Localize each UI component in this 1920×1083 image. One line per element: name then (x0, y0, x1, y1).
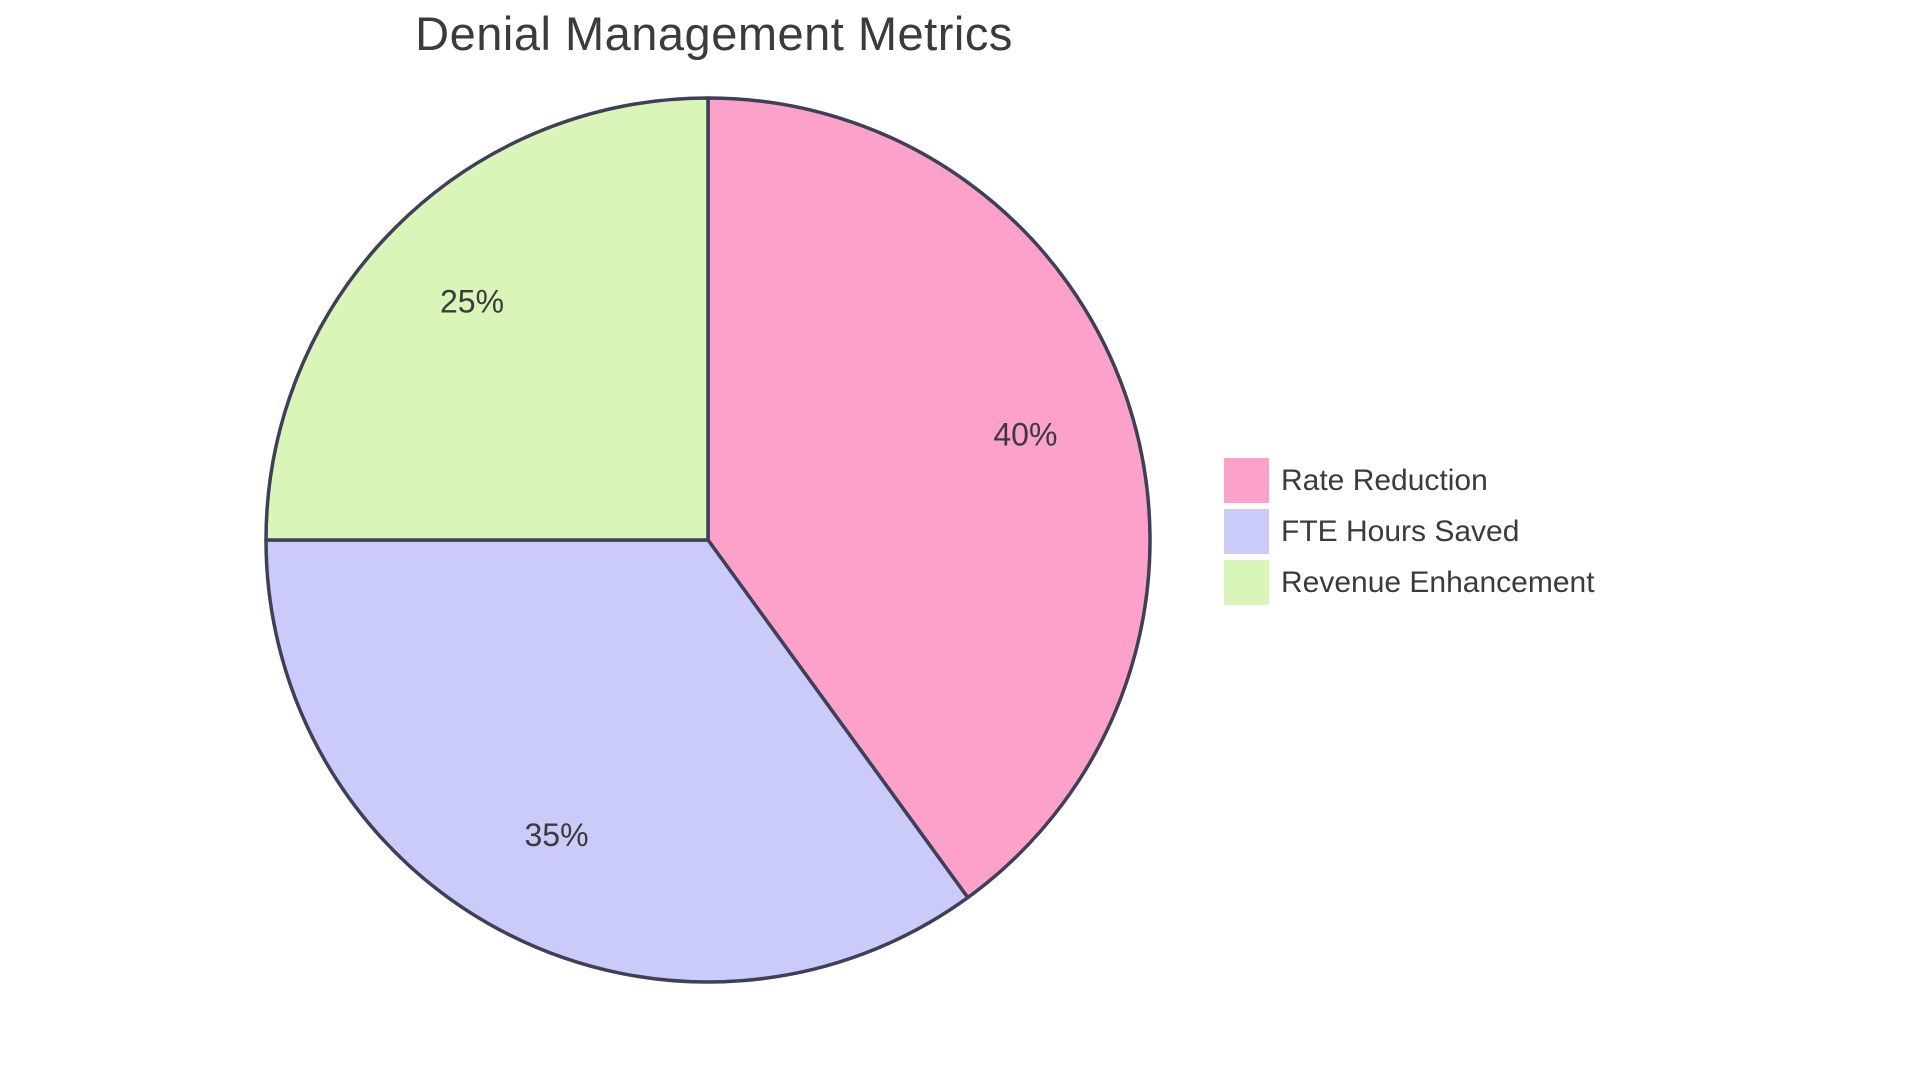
legend: Rate Reduction FTE Hours Saved Revenue Enh… (1224, 458, 1595, 611)
legend-item-revenue-enhancement: Revenue Enhancement (1224, 560, 1595, 605)
legend-swatch-revenue-enhancement (1224, 560, 1269, 605)
slice-pct-label-revenue-enhancement: 25% (440, 283, 504, 319)
pie-slice-fte-hours-saved (264, 538, 970, 984)
slice-pct-label-fte-hours-saved: 35% (524, 817, 588, 853)
slice-pct-label-rate-reduction: 40% (993, 416, 1057, 452)
chart-title: Denial Management Metrics (415, 7, 1013, 60)
pie-slices (264, 96, 1152, 984)
legend-swatch-fte-hours-saved (1224, 509, 1269, 554)
legend-label-revenue-enhancement: Revenue Enhancement (1281, 565, 1595, 599)
pie-slice-rate-reduction (706, 96, 1152, 900)
legend-label-fte-hours-saved: FTE Hours Saved (1281, 514, 1520, 548)
pie-slice-revenue-enhancement (264, 96, 710, 542)
legend-label-rate-reduction: Rate Reduction (1281, 463, 1488, 497)
pie-slice-labels: 40% 35% 25% (440, 283, 1057, 852)
legend-item-rate-reduction: Rate Reduction (1224, 458, 1595, 503)
legend-swatch-rate-reduction (1224, 458, 1269, 503)
legend-item-fte-hours-saved: FTE Hours Saved (1224, 509, 1595, 554)
